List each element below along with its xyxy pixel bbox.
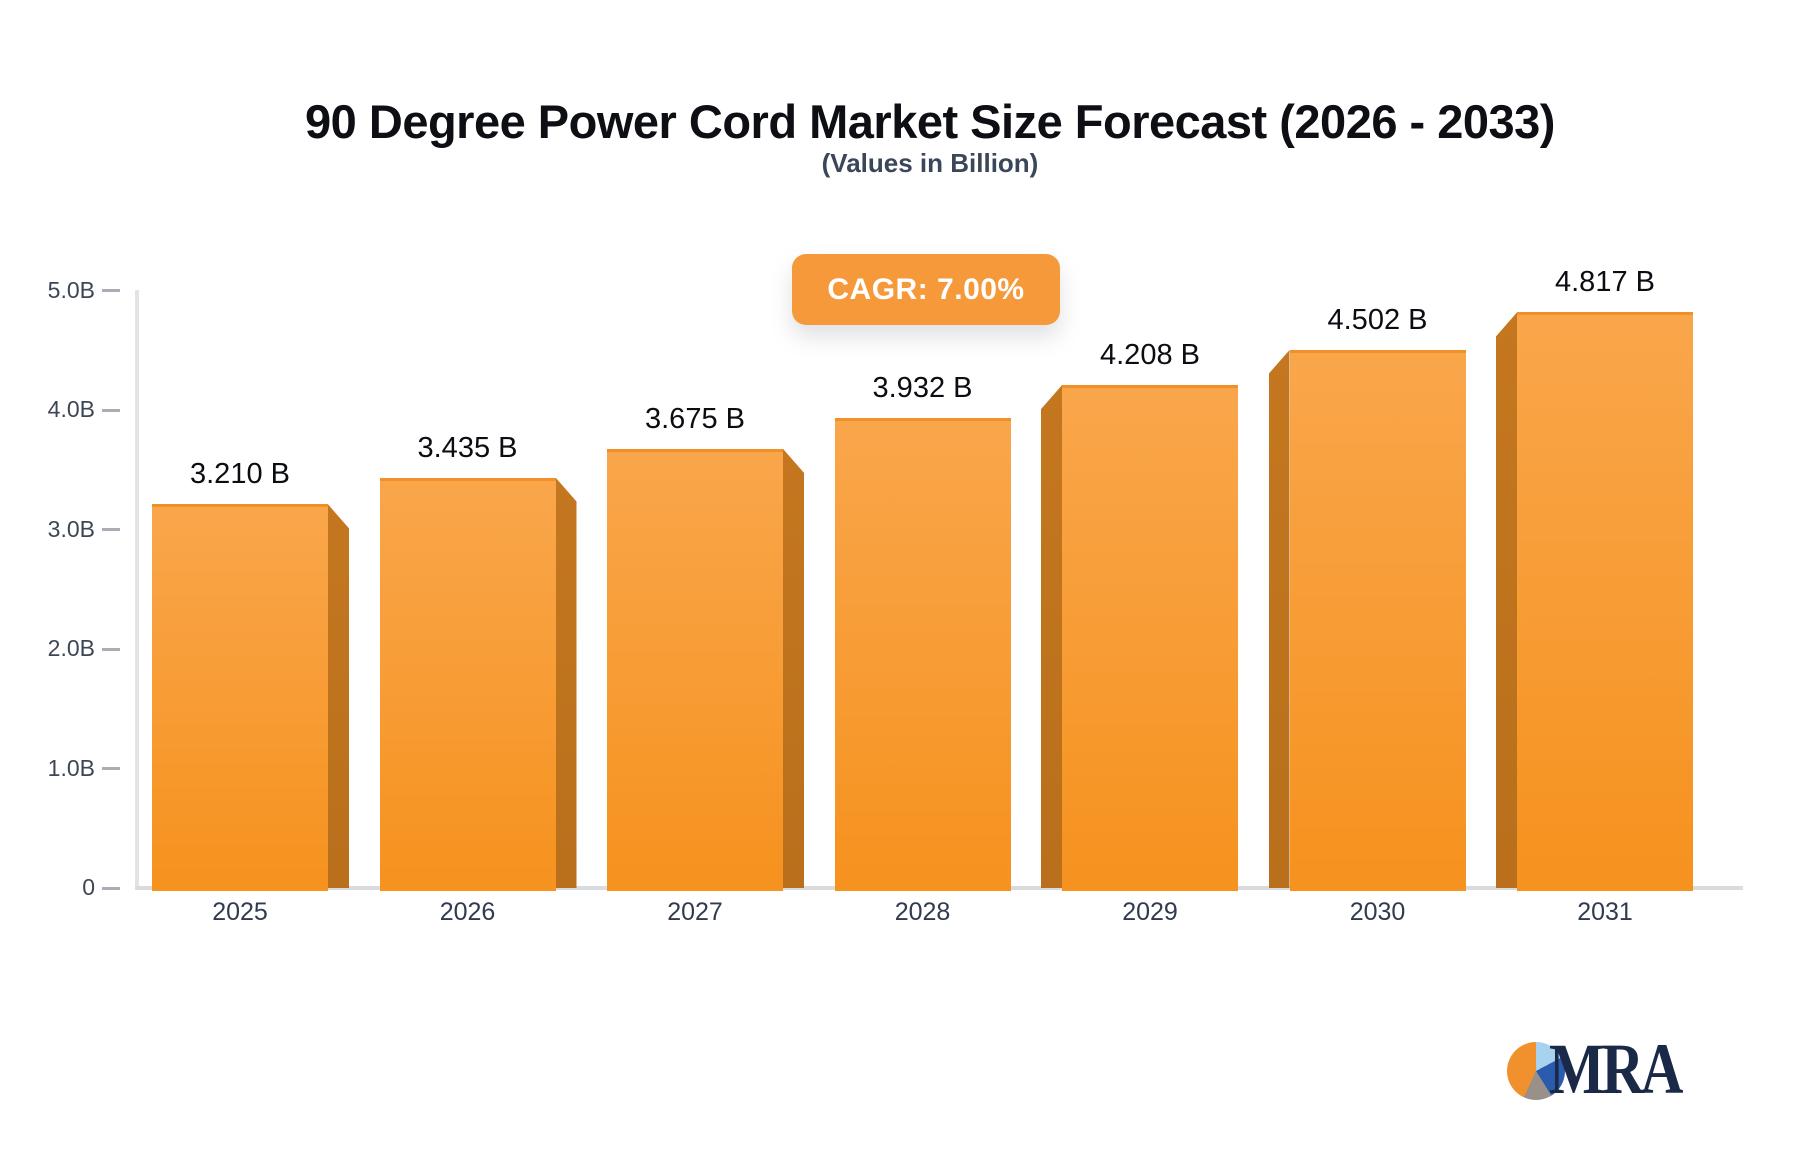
bar-3d-side-2029 <box>1041 385 1062 888</box>
pie-chart-icon <box>1507 1042 1565 1100</box>
bar-value-label-2031: 4.817 B <box>1555 266 1655 299</box>
x-axis-label-2027: 2027 <box>667 898 723 926</box>
y-axis-tick <box>102 647 120 651</box>
chart-subtitle: (Values in Billion) <box>821 148 1039 178</box>
y-axis-tick-label: 2.0B <box>47 635 95 661</box>
chart-title: 90 Degree Power Cord Market Size Forecas… <box>305 95 1555 148</box>
y-axis-tick <box>102 886 120 890</box>
x-axis-label-2031: 2031 <box>1577 898 1633 926</box>
bar-value-label-2026: 3.435 B <box>417 431 518 464</box>
bar-value-label-2030: 4.502 B <box>1327 304 1428 336</box>
bar-2031[interactable] <box>1517 312 1693 891</box>
x-axis-label-2025: 2025 <box>212 898 268 926</box>
bar-2029[interactable] <box>1062 385 1238 891</box>
y-axis-tick-label: 1.0B <box>47 754 95 781</box>
bar-2025[interactable] <box>152 504 328 891</box>
bar-3d-side-2027 <box>783 448 804 888</box>
bar-2026[interactable] <box>379 477 556 891</box>
bar-value-label-2029: 4.208 B <box>1100 339 1200 372</box>
bar-2028[interactable] <box>834 418 1011 891</box>
y-axis-tick <box>102 528 120 531</box>
y-axis-tick-label: 4.0B <box>47 396 95 422</box>
bar-value-label-2027: 3.675 B <box>645 402 745 435</box>
bar-3d-side-2025 <box>328 504 349 888</box>
y-axis-tick <box>102 289 120 292</box>
bar-value-label-2025: 3.210 B <box>190 458 290 491</box>
y-axis-line <box>135 290 139 890</box>
x-axis-label-2028: 2028 <box>894 898 951 926</box>
bar-value-label-2028: 3.932 B <box>872 372 973 405</box>
y-axis-tick <box>102 408 120 412</box>
x-axis-label-2029: 2029 <box>1122 898 1178 926</box>
mra-logo: MRA <box>1505 1026 1705 1116</box>
bar-3d-side-2031 <box>1496 312 1517 888</box>
y-axis-tick <box>102 767 120 770</box>
cagr-badge: CAGR: 7.00% <box>792 254 1060 325</box>
y-axis-tick-label: 5.0B <box>47 276 95 303</box>
y-axis-tick-label: 0 <box>82 874 95 900</box>
bar-3d-side-2030 <box>1268 350 1290 888</box>
logo-text: MRA <box>1549 1029 1683 1109</box>
bar-2027[interactable] <box>607 448 783 891</box>
cagr-badge-label: CAGR: 7.00% <box>827 272 1025 306</box>
x-axis-label-2030: 2030 <box>1349 898 1406 926</box>
bar-3d-side-2026 <box>555 477 577 888</box>
bar-2030[interactable] <box>1289 350 1466 891</box>
y-axis-tick-label: 3.0B <box>47 515 95 542</box>
x-axis-label-2026: 2026 <box>439 898 496 926</box>
